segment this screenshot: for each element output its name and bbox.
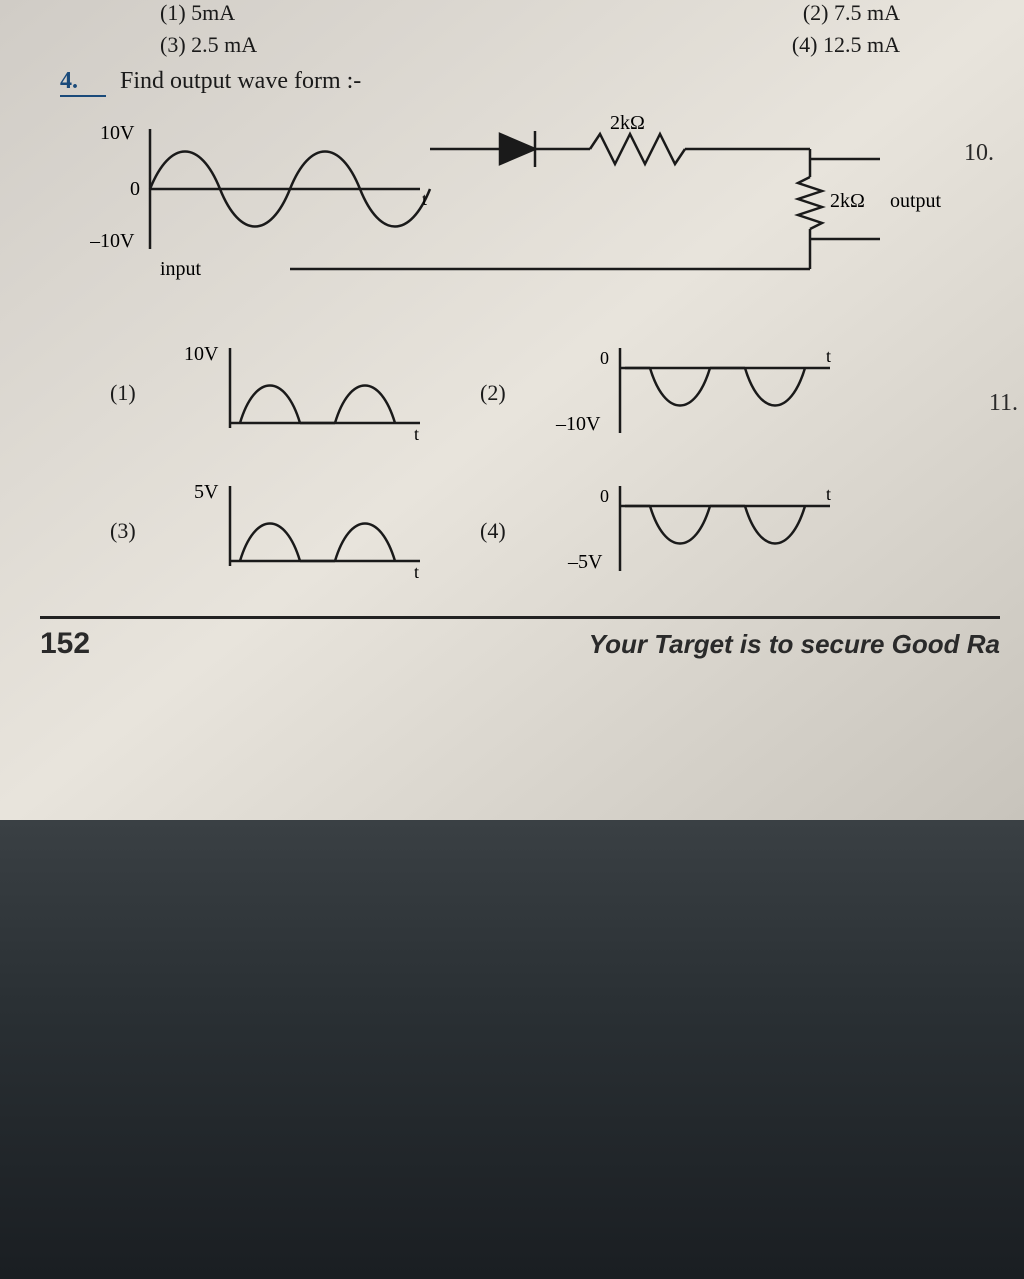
circuit-input-lo: –10V — [90, 230, 135, 252]
ans-2-label: (2) — [480, 380, 540, 406]
side-ref-11: 11. — [989, 390, 1018, 417]
circuit-input-hi: 10V — [100, 122, 135, 144]
ans2-trough: –10V — [555, 413, 601, 435]
ans-1-graph: 10V t — [180, 338, 440, 448]
circuit-r1-label: 2kΩ — [610, 112, 645, 134]
ans3-t: t — [414, 562, 419, 582]
prev-opts-row1: (1) 5mA (2) 7.5 mA — [120, 0, 900, 26]
question-number: 4. — [60, 68, 106, 97]
circuit-output-label: output — [890, 190, 942, 212]
page-number: 152 — [40, 627, 90, 661]
answer-row-1: (1) 10V t (2) — [110, 338, 984, 448]
circuit-r2-label: 2kΩ — [830, 190, 865, 212]
ans-4-label: (4) — [480, 518, 540, 544]
circuit-time-label: t — [422, 189, 427, 209]
page-footer: 152 Your Target is to secure Good Ra — [40, 627, 1000, 661]
desk-surface — [0, 820, 1024, 1279]
circuit-input-zero: 0 — [130, 178, 140, 200]
answer-row-2: (3) 5V t (4) — [110, 476, 984, 586]
footer-rule — [40, 616, 1000, 619]
circuit-diagram: 10V 0 –10V input t 2kΩ 2kΩ output — [90, 109, 984, 314]
ans-3-graph: 5V t — [180, 476, 440, 586]
question-text: Find output wave form :- — [120, 68, 361, 95]
answer-options: (1) 10V t (2) — [110, 338, 984, 586]
ans-4-graph: 0 –5V t — [550, 476, 850, 586]
circuit-input-label: input — [160, 258, 202, 280]
question-line: 4. Find output wave form :- — [60, 68, 984, 97]
ans1-peak: 10V — [184, 343, 219, 365]
exam-page: (1) 5mA (2) 7.5 mA (3) 2.5 mA (4) 12.5 m… — [0, 0, 1024, 820]
footer-tagline: Your Target is to secure Good Ra — [589, 629, 1000, 660]
ans1-t: t — [414, 424, 419, 444]
ans-3-label: (3) — [110, 518, 170, 544]
ans2-t: t — [826, 346, 831, 366]
ans3-peak: 5V — [194, 481, 219, 503]
prev-opt-4: (4) 12.5 mA — [792, 32, 900, 58]
prev-opts-row2: (3) 2.5 mA (4) 12.5 mA — [120, 32, 900, 58]
prev-opt-1: (1) 5mA — [160, 0, 235, 26]
prev-opt-2: (2) 7.5 mA — [803, 0, 900, 26]
ans4-trough: –5V — [567, 551, 603, 573]
prev-opt-3: (3) 2.5 mA — [160, 32, 257, 58]
ans-2-graph: 0 –10V t — [550, 338, 850, 448]
side-ref-10: 10. — [964, 140, 994, 167]
ans4-zero: 0 — [600, 486, 609, 506]
ans-1-label: (1) — [110, 380, 170, 406]
ans2-zero: 0 — [600, 348, 609, 368]
ans4-t: t — [826, 484, 831, 504]
